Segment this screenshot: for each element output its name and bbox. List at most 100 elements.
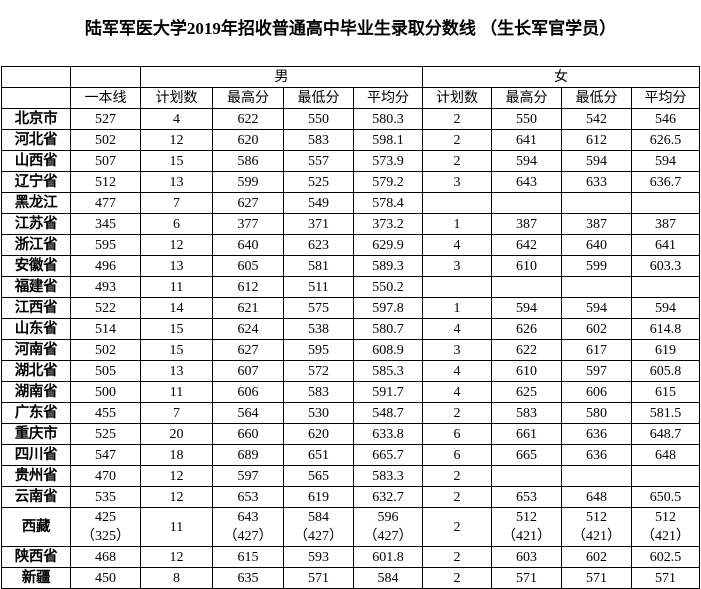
cell-female-max bbox=[491, 465, 562, 487]
cell-first-line-score: 547 bbox=[70, 444, 141, 466]
cell-female-min bbox=[561, 465, 632, 487]
cell-female-max: 594 bbox=[491, 150, 562, 172]
table-row: 山东省 514 15 624 538 580.7 4 626 602 614.8 bbox=[1, 318, 700, 340]
cell-male-plan: 13 bbox=[140, 255, 213, 277]
cell-female-avg: 641 bbox=[631, 234, 700, 256]
cell-first-line-score: 595 bbox=[70, 234, 141, 256]
cell-male-avg: 632.7 bbox=[353, 486, 423, 508]
cell-male-min: 538 bbox=[283, 318, 354, 340]
cell-female-min: 602 bbox=[561, 546, 632, 568]
cell-male-plan: 7 bbox=[140, 402, 213, 424]
cell-female-plan: 4 bbox=[422, 234, 492, 256]
table-row: 福建省 493 11 612 511 550.2 bbox=[1, 276, 700, 298]
cell-male-max: 606 bbox=[212, 381, 284, 403]
table-row: 河南省 502 15 627 595 608.9 3 622 617 619 bbox=[1, 339, 700, 361]
region-label: 辽宁省 bbox=[1, 171, 71, 193]
cell-female-max: 626 bbox=[491, 318, 562, 340]
cell-male-plan: 12 bbox=[140, 486, 213, 508]
cell-male-avg: 579.2 bbox=[353, 171, 423, 193]
cell-first-line-score: 502 bbox=[70, 129, 141, 151]
cell-male-max: 627 bbox=[212, 192, 284, 214]
cell-female-avg: 571 bbox=[631, 567, 700, 589]
region-label: 四川省 bbox=[1, 444, 71, 466]
cell-male-max: 689 bbox=[212, 444, 284, 466]
table-row: 安徽省 496 13 605 581 589.3 3 610 599 603.3 bbox=[1, 255, 700, 277]
cell-female-plan bbox=[422, 276, 492, 298]
cell-male-max: 640 bbox=[212, 234, 284, 256]
cell-first-line-score: 477 bbox=[70, 192, 141, 214]
cell-male-plan: 13 bbox=[140, 171, 213, 193]
region-label: 山西省 bbox=[1, 150, 71, 172]
header-first-line-score: 一本线 bbox=[70, 87, 141, 109]
cell-female-plan: 2 bbox=[422, 486, 492, 508]
table-row: 山西省 507 15 586 557 573.9 2 594 594 594 bbox=[1, 150, 700, 172]
cell-male-plan: 11 bbox=[140, 381, 213, 403]
cell-female-plan: 2 bbox=[422, 507, 492, 547]
cell-male-plan: 14 bbox=[140, 297, 213, 319]
cell-female-plan: 1 bbox=[422, 213, 492, 235]
cell-male-min: 620 bbox=[283, 423, 354, 445]
cell-female-max: 603 bbox=[491, 546, 562, 568]
cell-secondary-value: （427） bbox=[363, 529, 413, 544]
cell-female-min: 633 bbox=[561, 171, 632, 193]
header-group-female: 女 bbox=[422, 66, 700, 88]
cell-male-max: 621 bbox=[212, 297, 284, 319]
header-male-max: 最高分 bbox=[212, 87, 284, 109]
cell-first-line-score: 468 bbox=[70, 546, 141, 568]
cell-male-max: 612 bbox=[212, 276, 284, 298]
cell-male-max: 597 bbox=[212, 465, 284, 487]
cell-female-avg bbox=[631, 465, 700, 487]
cell-male-plan: 12 bbox=[140, 234, 213, 256]
header-corner-blank bbox=[1, 66, 71, 88]
cell-male-plan: 4 bbox=[140, 108, 213, 130]
cell-female-max: 610 bbox=[491, 360, 562, 382]
region-label: 重庆市 bbox=[1, 423, 71, 445]
cell-female-plan: 2 bbox=[422, 402, 492, 424]
cell-female-max: 594 bbox=[491, 297, 562, 319]
cell-primary-value: 512 bbox=[655, 510, 676, 525]
cell-male-max: 586 bbox=[212, 150, 284, 172]
cell-first-line-score: 455 bbox=[70, 402, 141, 424]
cell-female-max: 387 bbox=[491, 213, 562, 235]
cell-secondary-value: （325） bbox=[81, 529, 130, 544]
cell-female-min: 597 bbox=[561, 360, 632, 382]
cell-first-line-score: 450 bbox=[70, 567, 141, 589]
table-row: 陕西省 468 12 615 593 601.8 2 603 602 602.5 bbox=[1, 546, 700, 568]
cell-male-avg: 583.3 bbox=[353, 465, 423, 487]
header-female-max: 最高分 bbox=[491, 87, 562, 109]
table-row: 贵州省 470 12 597 565 583.3 2 bbox=[1, 465, 700, 487]
cell-male-avg: 573.9 bbox=[353, 150, 423, 172]
cell-male-avg: 665.7 bbox=[353, 444, 423, 466]
cell-female-plan: 6 bbox=[422, 423, 492, 445]
cell-female-min: 594 bbox=[561, 150, 632, 172]
cell-female-min: 636 bbox=[561, 444, 632, 466]
cell-male-max: 620 bbox=[212, 129, 284, 151]
cell-female-avg: 512 （421） bbox=[631, 507, 700, 547]
cell-male-max: 564 bbox=[212, 402, 284, 424]
cell-male-min: 549 bbox=[283, 192, 354, 214]
cell-first-line-score: 345 bbox=[70, 213, 141, 235]
cell-female-min: 542 bbox=[561, 108, 632, 130]
table-row: 河北省 502 12 620 583 598.1 2 641 612 626.5 bbox=[1, 129, 700, 151]
cell-male-min: 581 bbox=[283, 255, 354, 277]
table-row: 云南省 535 12 653 619 632.7 2 653 648 650.5 bbox=[1, 486, 700, 508]
cell-male-min: 557 bbox=[283, 150, 354, 172]
cell-first-line-score: 527 bbox=[70, 108, 141, 130]
table-sub-header-row: 一本线 计划数 最高分 最低分 平均分 计划数 最高分 最低分 平均分 bbox=[1, 87, 700, 109]
table-row: 广东省 455 7 564 530 548.7 2 583 580 581.5 bbox=[1, 402, 700, 424]
region-label: 北京市 bbox=[1, 108, 71, 130]
cell-male-min: 651 bbox=[283, 444, 354, 466]
header-male-min: 最低分 bbox=[283, 87, 354, 109]
cell-male-min: 595 bbox=[283, 339, 354, 361]
cell-male-plan: 13 bbox=[140, 360, 213, 382]
cell-male-plan: 12 bbox=[140, 129, 213, 151]
table-row: 新疆 450 8 635 571 584 2 571 571 571 bbox=[1, 567, 700, 589]
cell-male-avg: 580.7 bbox=[353, 318, 423, 340]
cell-male-plan: 6 bbox=[140, 213, 213, 235]
cell-male-min: 593 bbox=[283, 546, 354, 568]
cell-female-max: 642 bbox=[491, 234, 562, 256]
region-label: 贵州省 bbox=[1, 465, 71, 487]
cell-female-min: 512 （421） bbox=[561, 507, 632, 547]
table-group-header-row: 男 女 bbox=[1, 66, 700, 88]
cell-female-avg: 626.5 bbox=[631, 129, 700, 151]
